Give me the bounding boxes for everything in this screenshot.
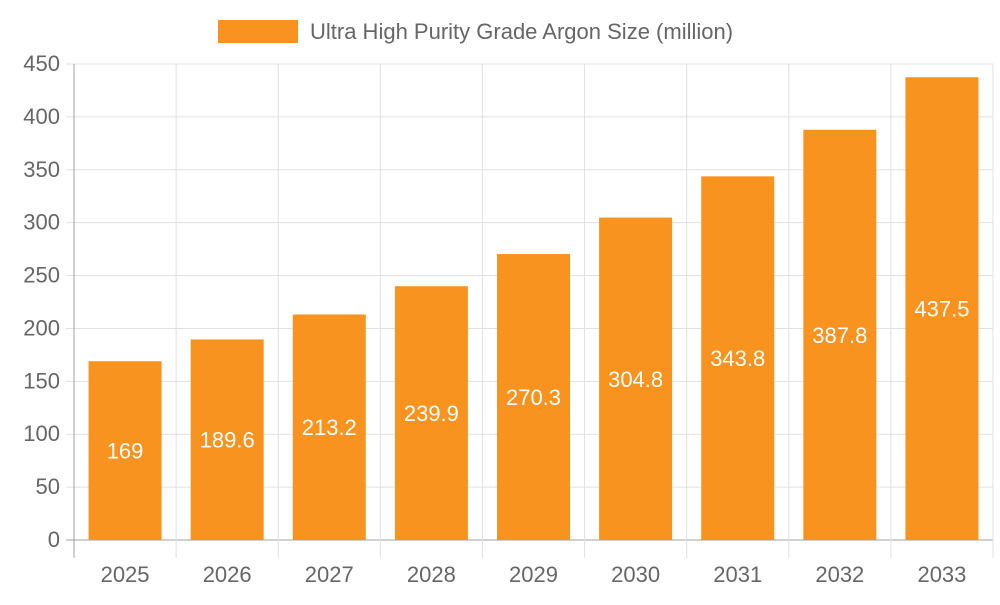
data-label: 239.9 <box>404 401 459 426</box>
x-tick-label: 2028 <box>407 562 456 587</box>
y-tick-label: 400 <box>23 104 60 129</box>
legend[interactable]: Ultra High Purity Grade Argon Size (mill… <box>218 19 733 44</box>
data-label: 437.5 <box>914 297 969 322</box>
x-tick-label: 2030 <box>611 562 660 587</box>
data-label: 343.8 <box>710 346 765 371</box>
bar-2032[interactable] <box>803 129 877 541</box>
bar-2028[interactable] <box>394 286 468 540</box>
bar-2031[interactable] <box>701 176 775 540</box>
bar-2026[interactable] <box>190 339 264 540</box>
x-tick-label: 2032 <box>815 562 864 587</box>
data-label: 387.8 <box>812 323 867 348</box>
legend-label: Ultra High Purity Grade Argon Size (mill… <box>310 19 733 44</box>
data-label: 270.3 <box>506 385 561 410</box>
y-tick-label: 50 <box>36 474 60 499</box>
x-tick-label: 2033 <box>917 562 966 587</box>
bar-2030[interactable] <box>599 217 673 540</box>
y-tick-label: 350 <box>23 157 60 182</box>
data-label: 213.2 <box>302 415 357 440</box>
y-tick-label: 150 <box>23 368 60 393</box>
data-label: 304.8 <box>608 367 663 392</box>
x-tick-label: 2027 <box>305 562 354 587</box>
y-tick-label: 0 <box>48 527 60 552</box>
x-tick-label: 2031 <box>713 562 762 587</box>
x-tick-label: 2026 <box>203 562 252 587</box>
bar-2027[interactable] <box>292 314 366 540</box>
data-label: 169 <box>107 439 144 464</box>
bar-2033[interactable] <box>905 77 979 540</box>
bar-2025[interactable] <box>88 361 162 540</box>
x-tick-label: 2029 <box>509 562 558 587</box>
y-tick-label: 250 <box>23 263 60 288</box>
bar-2029[interactable] <box>497 254 570 540</box>
y-tick-label: 100 <box>23 421 60 446</box>
y-tick-label: 300 <box>23 210 60 235</box>
x-tick-label: 2025 <box>101 562 150 587</box>
y-tick-label: 450 <box>23 51 60 76</box>
data-label: 189.6 <box>200 428 255 453</box>
legend-swatch <box>218 20 298 43</box>
y-tick-label: 200 <box>23 315 60 340</box>
